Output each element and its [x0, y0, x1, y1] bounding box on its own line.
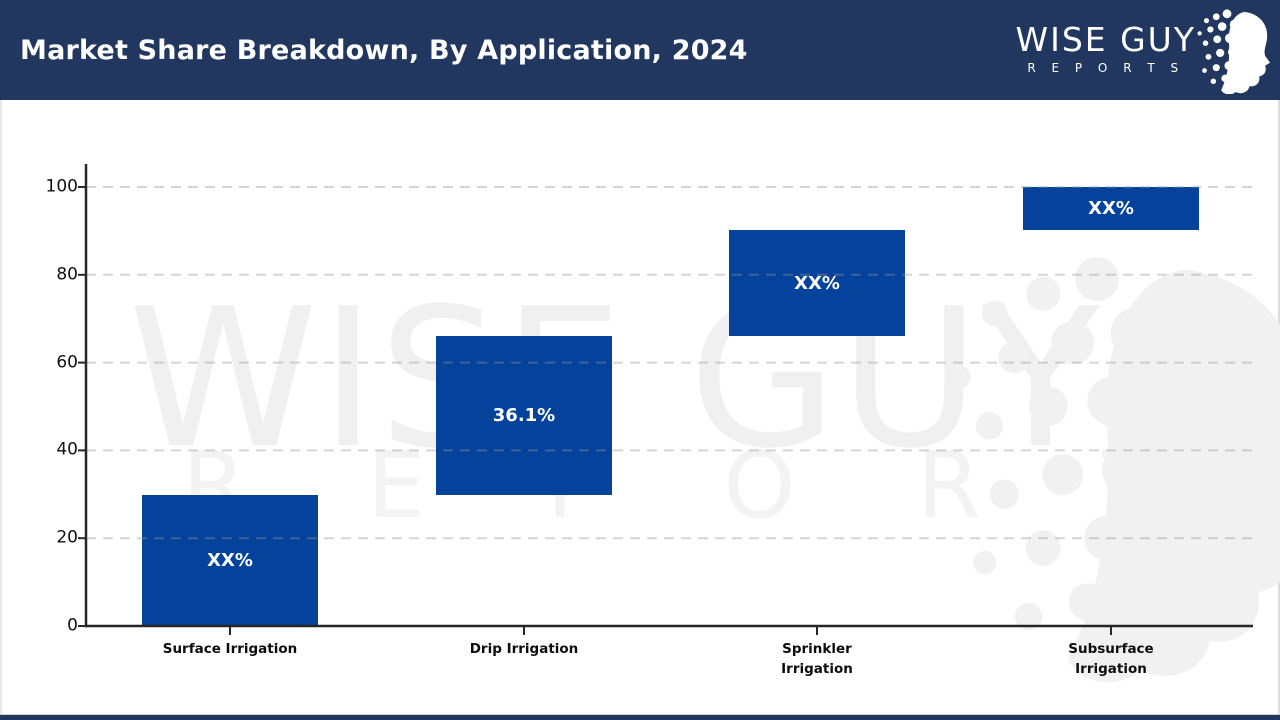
x-category-label-2: Sprinkler Irrigation [781, 641, 853, 677]
y-tick-label-100: 100 [45, 176, 78, 197]
bar-segment-2: XX% [729, 230, 905, 337]
watermark-text: WISE GUY [128, 268, 1102, 491]
bar-value-label: XX% [207, 549, 253, 571]
y-tick-label-80: 80 [56, 264, 78, 285]
watermark-face-icon [949, 257, 1280, 683]
bar-segment-1: 36.1% [436, 336, 612, 495]
bar-value-label: XX% [794, 272, 840, 294]
bar-segment-0: XX% [142, 494, 318, 626]
chart-title: Market Share Breakdown, By Application, … [20, 34, 748, 66]
plot-area: XX% 36.1% XX% XX% 0 20 40 60 80 100 Surface Irriga… [0, 100, 1280, 715]
x-category-label-0: Surface Irrigation [162, 641, 298, 657]
logo-name: WISE GUY [1015, 20, 1196, 59]
axes [78, 164, 1253, 635]
gridlines [86, 186, 1253, 540]
chart-canvas: WISE GUY R E P O R T S XX% 36.1% XX% XX% 0 20… [0, 100, 1280, 715]
footer-bar [0, 714, 1280, 720]
y-tick-label-0: 0 [67, 615, 78, 636]
logo-subtitle: R E P O R T S [1027, 61, 1185, 75]
y-tick-label-60: 60 [56, 352, 78, 373]
bar-value-label: XX% [1088, 198, 1134, 219]
wiseguy-face-icon [1197, 9, 1271, 94]
logo-text: WISE GUY R E P O R T S [1015, 20, 1196, 75]
x-category-label-3: Subsurface Irrigation [1068, 641, 1154, 677]
header-bar: Market Share Breakdown, By Application, … [0, 0, 1280, 100]
bar-segment-3: XX% [1023, 187, 1199, 231]
bar-value-label: 36.1% [492, 404, 556, 426]
y-tick-label-40: 40 [56, 439, 78, 460]
wiseguy-logo: WISE GUY R E P O R T S [1015, 0, 1271, 100]
y-tick-label-20: 20 [56, 527, 78, 548]
x-category-label-1: Drip Irrigation [469, 641, 579, 657]
